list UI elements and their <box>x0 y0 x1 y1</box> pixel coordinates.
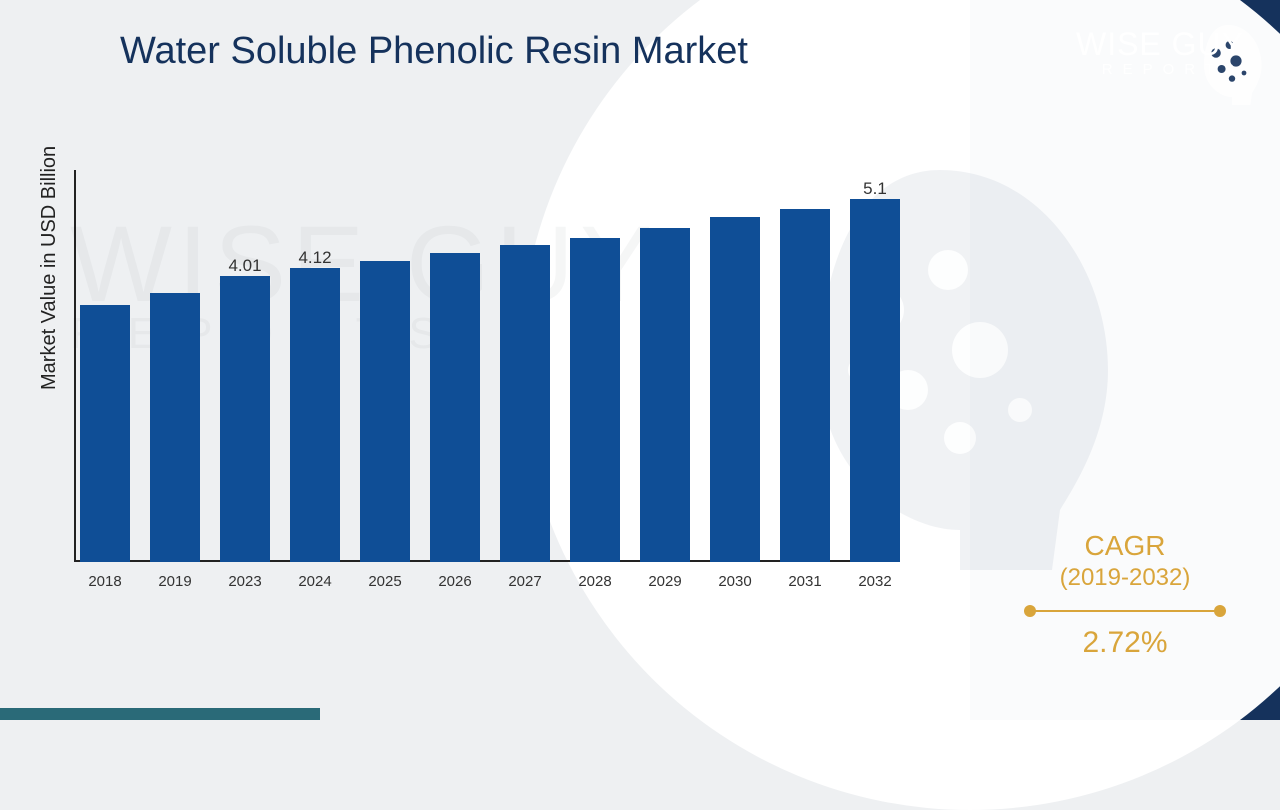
x-labels-container: 2018 2019 2023 2024 2025 2026 2027 2028 2029 2030… <box>80 573 900 590</box>
bar <box>220 276 270 562</box>
bar-wrap <box>500 245 550 562</box>
bar <box>80 305 130 562</box>
bar-value-label: 4.01 <box>228 256 261 276</box>
bar-wrap <box>640 228 690 562</box>
x-tick-label: 2026 <box>430 573 480 590</box>
cagr-block: CAGR (2019-2032) 2.72% <box>990 530 1260 660</box>
bar <box>430 253 480 562</box>
bars-container: 4.01 4.12 5.1 <box>80 170 900 562</box>
cagr-label: CAGR <box>990 530 1260 562</box>
bar <box>500 245 550 562</box>
x-tick-label: 2031 <box>780 573 830 590</box>
x-tick-label: 2018 <box>80 573 130 590</box>
y-axis-line <box>74 170 76 562</box>
bar-value-label: 4.12 <box>298 248 331 268</box>
bar <box>780 209 830 562</box>
chart-area: 4.01 4.12 5.1 2018 2019 2023 2024 2025 2026 2027… <box>80 170 900 590</box>
bar <box>290 268 340 562</box>
cagr-range: (2019-2032) <box>990 564 1260 592</box>
bar-wrap: 4.12 <box>290 268 340 562</box>
logo-text: WISE GUY REPORTS <box>1076 26 1244 78</box>
chart-title: Water Soluble Phenolic Resin Market <box>120 30 748 73</box>
bar <box>570 238 620 562</box>
bar-wrap: 4.01 <box>220 276 270 562</box>
x-tick-label: 2027 <box>500 573 550 590</box>
bar <box>360 261 410 562</box>
x-tick-label: 2024 <box>290 573 340 590</box>
bar-wrap <box>360 261 410 562</box>
bar <box>150 293 200 562</box>
logo-line1: WISE GUY <box>1076 26 1244 63</box>
bar-wrap <box>80 305 130 562</box>
x-tick-label: 2030 <box>710 573 760 590</box>
x-tick-label: 2029 <box>640 573 690 590</box>
x-tick-label: 2025 <box>360 573 410 590</box>
bar-wrap <box>570 238 620 562</box>
bar <box>640 228 690 562</box>
x-tick-label: 2023 <box>220 573 270 590</box>
bar-wrap <box>150 293 200 562</box>
bar-value-label: 5.1 <box>863 179 887 199</box>
x-tick-label: 2028 <box>570 573 620 590</box>
bar <box>850 199 900 562</box>
y-axis-label: Market Value in USD Billion <box>38 146 61 390</box>
bar-wrap <box>780 209 830 562</box>
cagr-value: 2.72% <box>990 626 1260 660</box>
bar <box>710 217 760 562</box>
x-tick-label: 2019 <box>150 573 200 590</box>
logo-line2: REPORTS <box>1076 61 1244 78</box>
bar-wrap <box>430 253 480 562</box>
bar-wrap: 5.1 <box>850 199 900 562</box>
x-tick-label: 2032 <box>850 573 900 590</box>
bottom-accent-bar <box>0 708 320 720</box>
bar-wrap <box>710 217 760 562</box>
cagr-divider <box>1030 610 1220 612</box>
